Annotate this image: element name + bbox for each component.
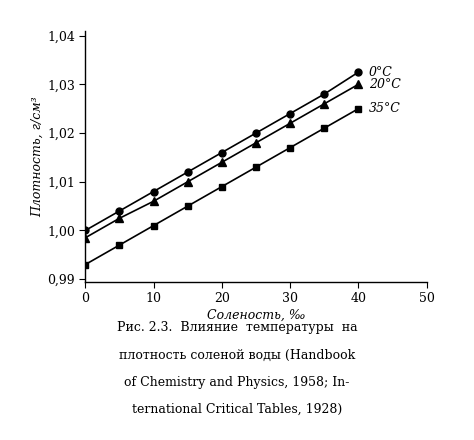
Text: 20°C: 20°C	[369, 78, 401, 91]
Text: 35°C: 35°C	[369, 102, 401, 115]
Y-axis label: Плотность, г/см³: Плотность, г/см³	[31, 96, 44, 216]
Text: ternational Critical Tables, 1928): ternational Critical Tables, 1928)	[132, 403, 342, 416]
Text: Рис. 2.3.  Влияние  температуры  на: Рис. 2.3. Влияние температуры на	[117, 321, 357, 334]
Text: 0°C: 0°C	[369, 66, 392, 79]
X-axis label: Соленость, ‰: Соленость, ‰	[207, 309, 305, 322]
Text: of Chemistry and Physics, 1958; In-: of Chemistry and Physics, 1958; In-	[124, 376, 350, 389]
Text: плотность соленой воды (Handbook: плотность соленой воды (Handbook	[119, 348, 355, 362]
